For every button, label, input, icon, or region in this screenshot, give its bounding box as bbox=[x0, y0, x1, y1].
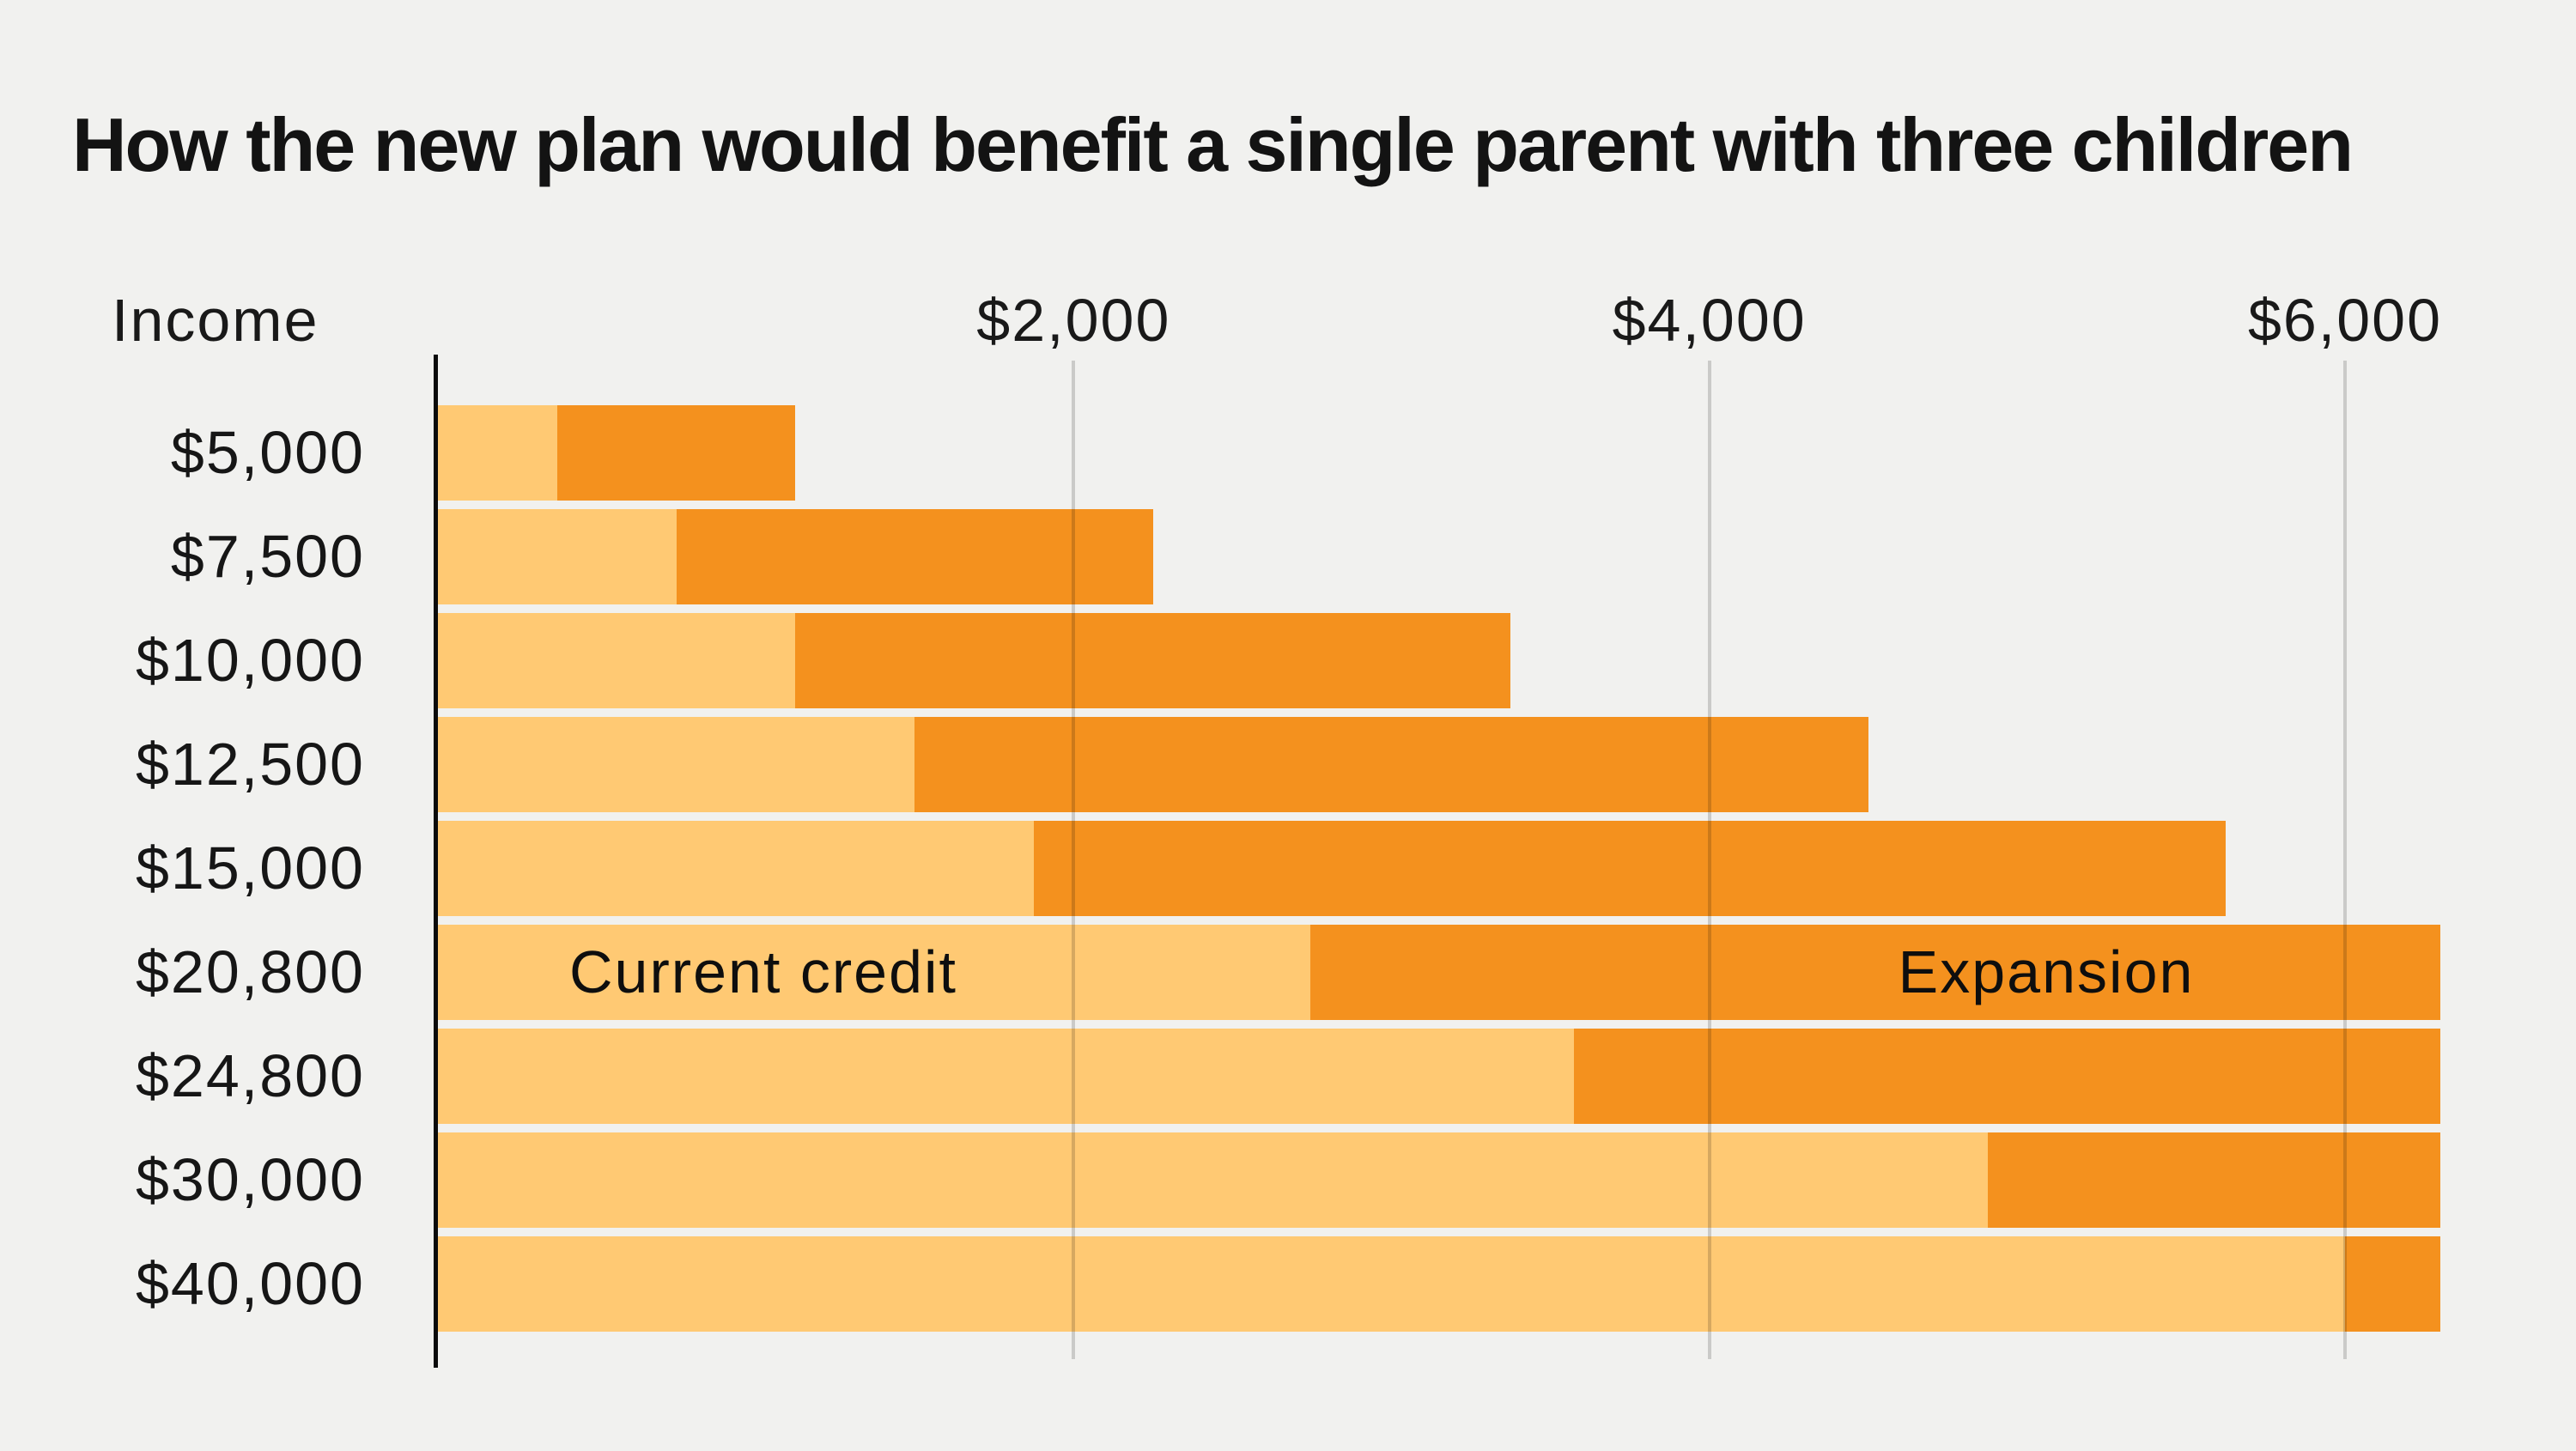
bar-row bbox=[438, 1029, 2441, 1124]
income-label: $7,500 bbox=[170, 523, 365, 590]
bar-segment-current-credit bbox=[438, 821, 1035, 916]
income-label: $5,000 bbox=[170, 419, 365, 486]
bar-segment-current-credit bbox=[438, 509, 677, 604]
income-label: $10,000 bbox=[135, 627, 365, 694]
gridline bbox=[1072, 361, 1076, 1359]
y-axis-line bbox=[434, 355, 438, 1368]
x-tick-label: $4,000 bbox=[1612, 287, 1807, 354]
bar-segment-expansion bbox=[1987, 1132, 2441, 1228]
bar-segment-current-credit bbox=[438, 1029, 1575, 1124]
bar-row bbox=[438, 405, 796, 501]
bar-row bbox=[438, 613, 1511, 708]
bar-segment-current-credit bbox=[438, 1236, 2345, 1332]
bar-row bbox=[438, 1236, 2441, 1332]
gridline bbox=[2343, 361, 2347, 1359]
bar-row bbox=[438, 925, 2441, 1020]
bar-segment-expansion bbox=[2345, 1236, 2441, 1332]
x-tick-label: $6,000 bbox=[2247, 287, 2443, 354]
bar-segment-current-credit bbox=[438, 613, 796, 708]
bar-segment-current-credit bbox=[438, 717, 915, 812]
bar-segment-current-credit bbox=[438, 925, 1311, 1020]
income-label: $40,000 bbox=[135, 1250, 365, 1317]
bar-segment-expansion bbox=[1310, 925, 2441, 1020]
bar-segment-expansion bbox=[676, 509, 1153, 604]
bar-segment-expansion bbox=[1034, 821, 2227, 916]
income-label: $20,800 bbox=[135, 938, 365, 1005]
bar-segment-expansion bbox=[1574, 1029, 2441, 1124]
income-label: $12,500 bbox=[135, 731, 365, 798]
income-label: $30,000 bbox=[135, 1146, 365, 1213]
bar-segment-expansion bbox=[795, 613, 1511, 708]
x-tick-label: $2,000 bbox=[976, 287, 1171, 354]
chart-title: How the new plan would benefit a single … bbox=[72, 102, 2354, 187]
bar-row bbox=[438, 509, 1153, 604]
bar-segment-current-credit bbox=[438, 1132, 1988, 1228]
series-label-expansion: Expansion bbox=[1898, 938, 2195, 1005]
income-label: $15,000 bbox=[135, 835, 365, 902]
bar-segment-expansion bbox=[914, 717, 1868, 812]
gridline bbox=[1707, 361, 1711, 1359]
bar-segment-current-credit bbox=[438, 405, 557, 501]
bar-row bbox=[438, 821, 2227, 916]
income-label: $24,800 bbox=[135, 1042, 365, 1109]
bar-row bbox=[438, 717, 1868, 812]
bar-row bbox=[438, 1132, 2441, 1228]
series-label-current-credit: Current credit bbox=[568, 938, 958, 1005]
income-axis-header: Income bbox=[112, 287, 319, 354]
bar-segment-expansion bbox=[556, 405, 796, 501]
